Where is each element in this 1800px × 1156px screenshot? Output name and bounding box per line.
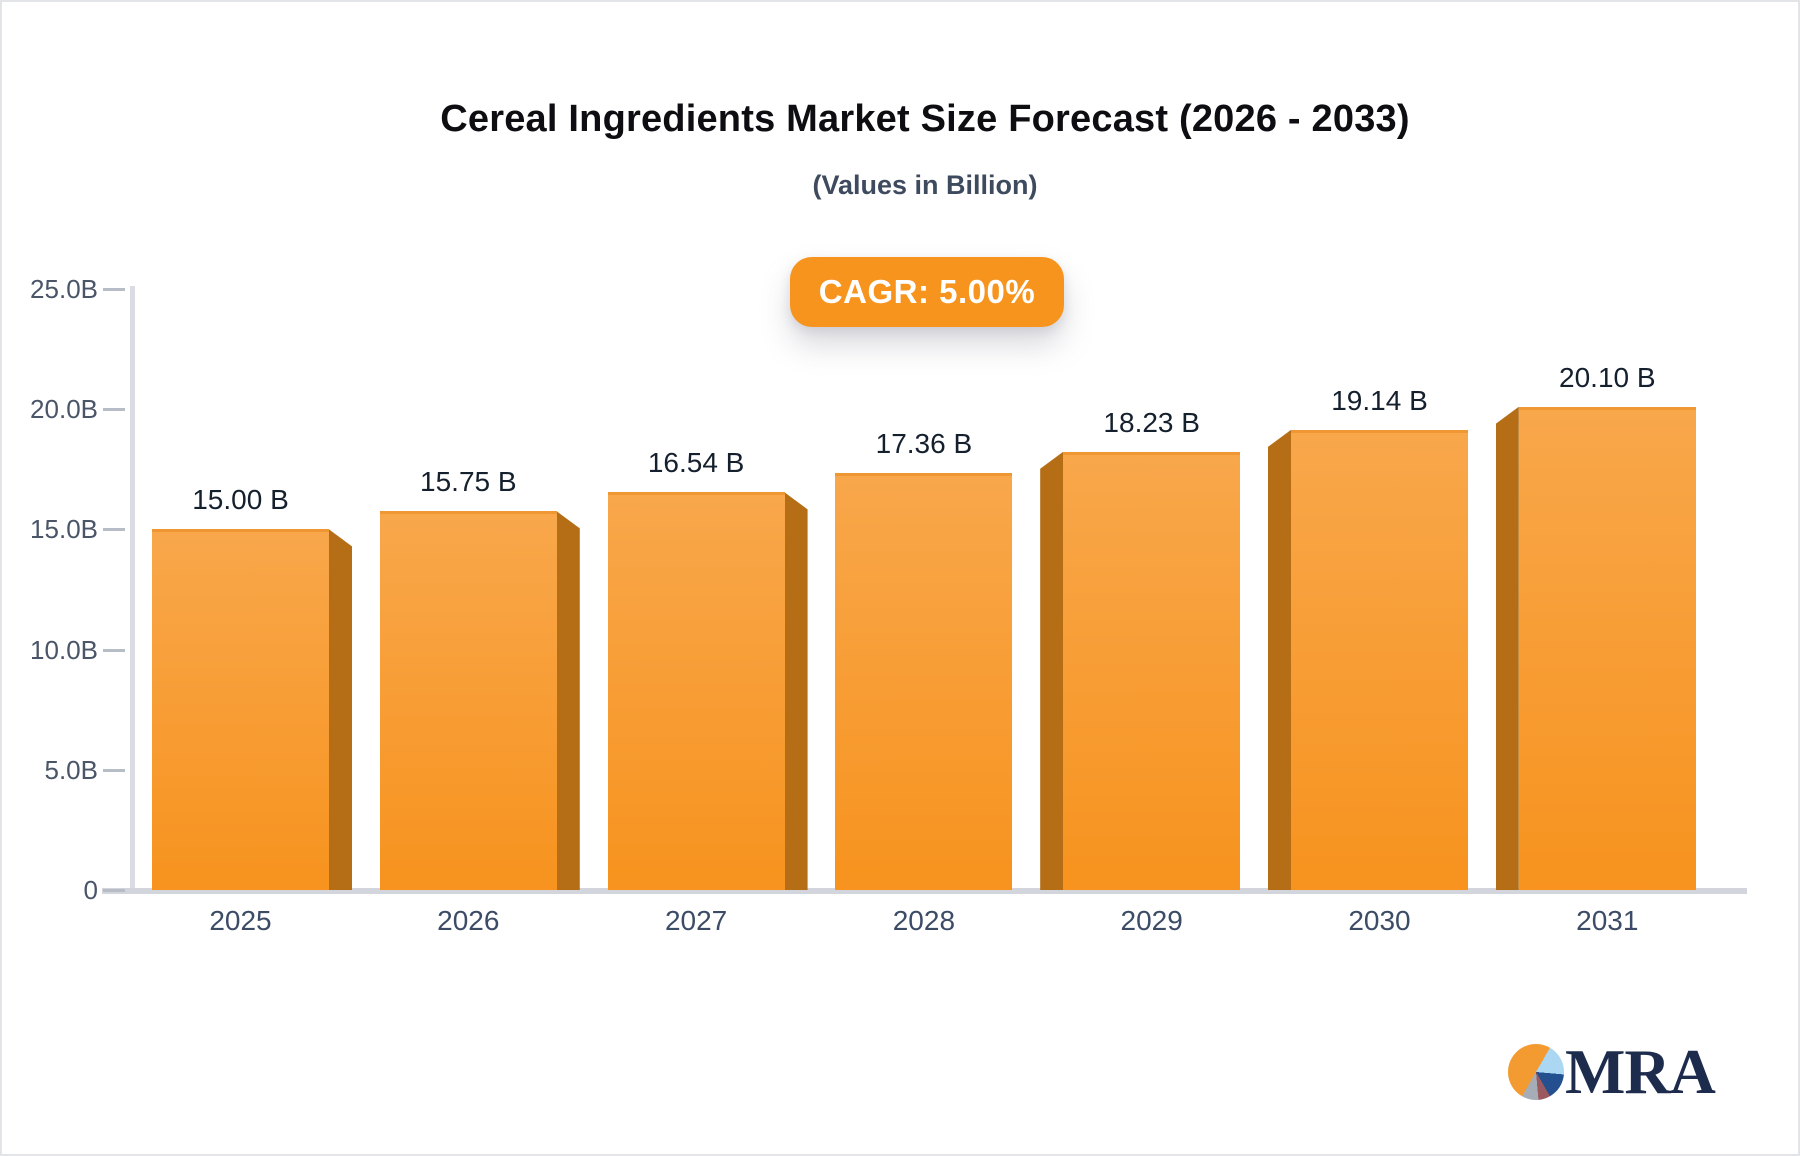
y-axis-tick-label: 25.0B: [30, 274, 98, 304]
x-axis-baseline: [102, 888, 1747, 894]
bar-value-label: 16.54 B: [647, 447, 745, 479]
bar-value-label: 18.23 B: [1103, 406, 1200, 438]
x-axis-category-label: 2029: [1120, 905, 1183, 936]
y-axis-tick-label: 15.0B: [30, 514, 98, 545]
x-axis-category-label: 2027: [664, 905, 728, 936]
x-axis-category-label: 2025: [209, 905, 272, 936]
bar-3d-side: [1495, 406, 1519, 890]
bar-value-label: 15.75 B: [420, 466, 517, 498]
bar-3d-side: [1268, 429, 1291, 890]
bar-value-label: 19.14 B: [1331, 384, 1428, 416]
bar-2029: [1063, 451, 1241, 890]
y-axis-tick-mark: [103, 889, 125, 892]
x-axis-category-label: 2030: [1348, 905, 1411, 936]
bar-3d-side: [329, 529, 352, 890]
y-axis-tick-label: 10.0B: [30, 634, 98, 665]
bar-3d-side: [1040, 451, 1064, 890]
x-axis-category-label: 2028: [892, 905, 956, 936]
y-axis-tick-mark: [103, 528, 125, 532]
bar-2030: [1291, 429, 1468, 890]
bar-2028: [835, 472, 1013, 890]
y-axis-tick-mark: [103, 288, 125, 291]
chart-subtitle: (Values in Billion): [812, 170, 1038, 200]
y-axis-tick-mark: [103, 768, 125, 772]
y-axis-tick-label: 20.0B: [30, 394, 98, 425]
bar-2026: [379, 511, 557, 890]
cagr-badge: CAGR: 5.00%: [790, 257, 1064, 327]
y-axis-line: [130, 286, 135, 892]
mra-logo: MRA: [1508, 1036, 1716, 1107]
y-axis-tick-label: 5.0B: [44, 754, 99, 785]
y-axis-tick-mark: [103, 408, 125, 412]
bar-value-label: 20.10 B: [1559, 361, 1656, 393]
bar-3d-side: [784, 492, 808, 890]
bar-3d-side: [556, 511, 580, 890]
cagr-badge-label: CAGR: 5.00%: [818, 273, 1036, 310]
y-axis-tick-mark: [103, 648, 125, 652]
pie-chart-logo-icon: [1508, 1044, 1564, 1100]
x-axis-category-label: 2026: [437, 905, 500, 936]
chart-title: Cereal Ingredients Market Size Forecast …: [440, 98, 1410, 140]
bar-2027: [607, 492, 785, 890]
y-axis-tick-label: 0: [83, 875, 98, 905]
bar-2025: [152, 529, 329, 890]
x-axis-category-label: 2031: [1576, 905, 1639, 936]
bar-2031: [1518, 406, 1696, 890]
bar-value-label: 17.36 B: [875, 427, 973, 459]
logo-text: MRA: [1565, 1036, 1716, 1107]
bar-value-label: 15.00 B: [192, 484, 289, 516]
